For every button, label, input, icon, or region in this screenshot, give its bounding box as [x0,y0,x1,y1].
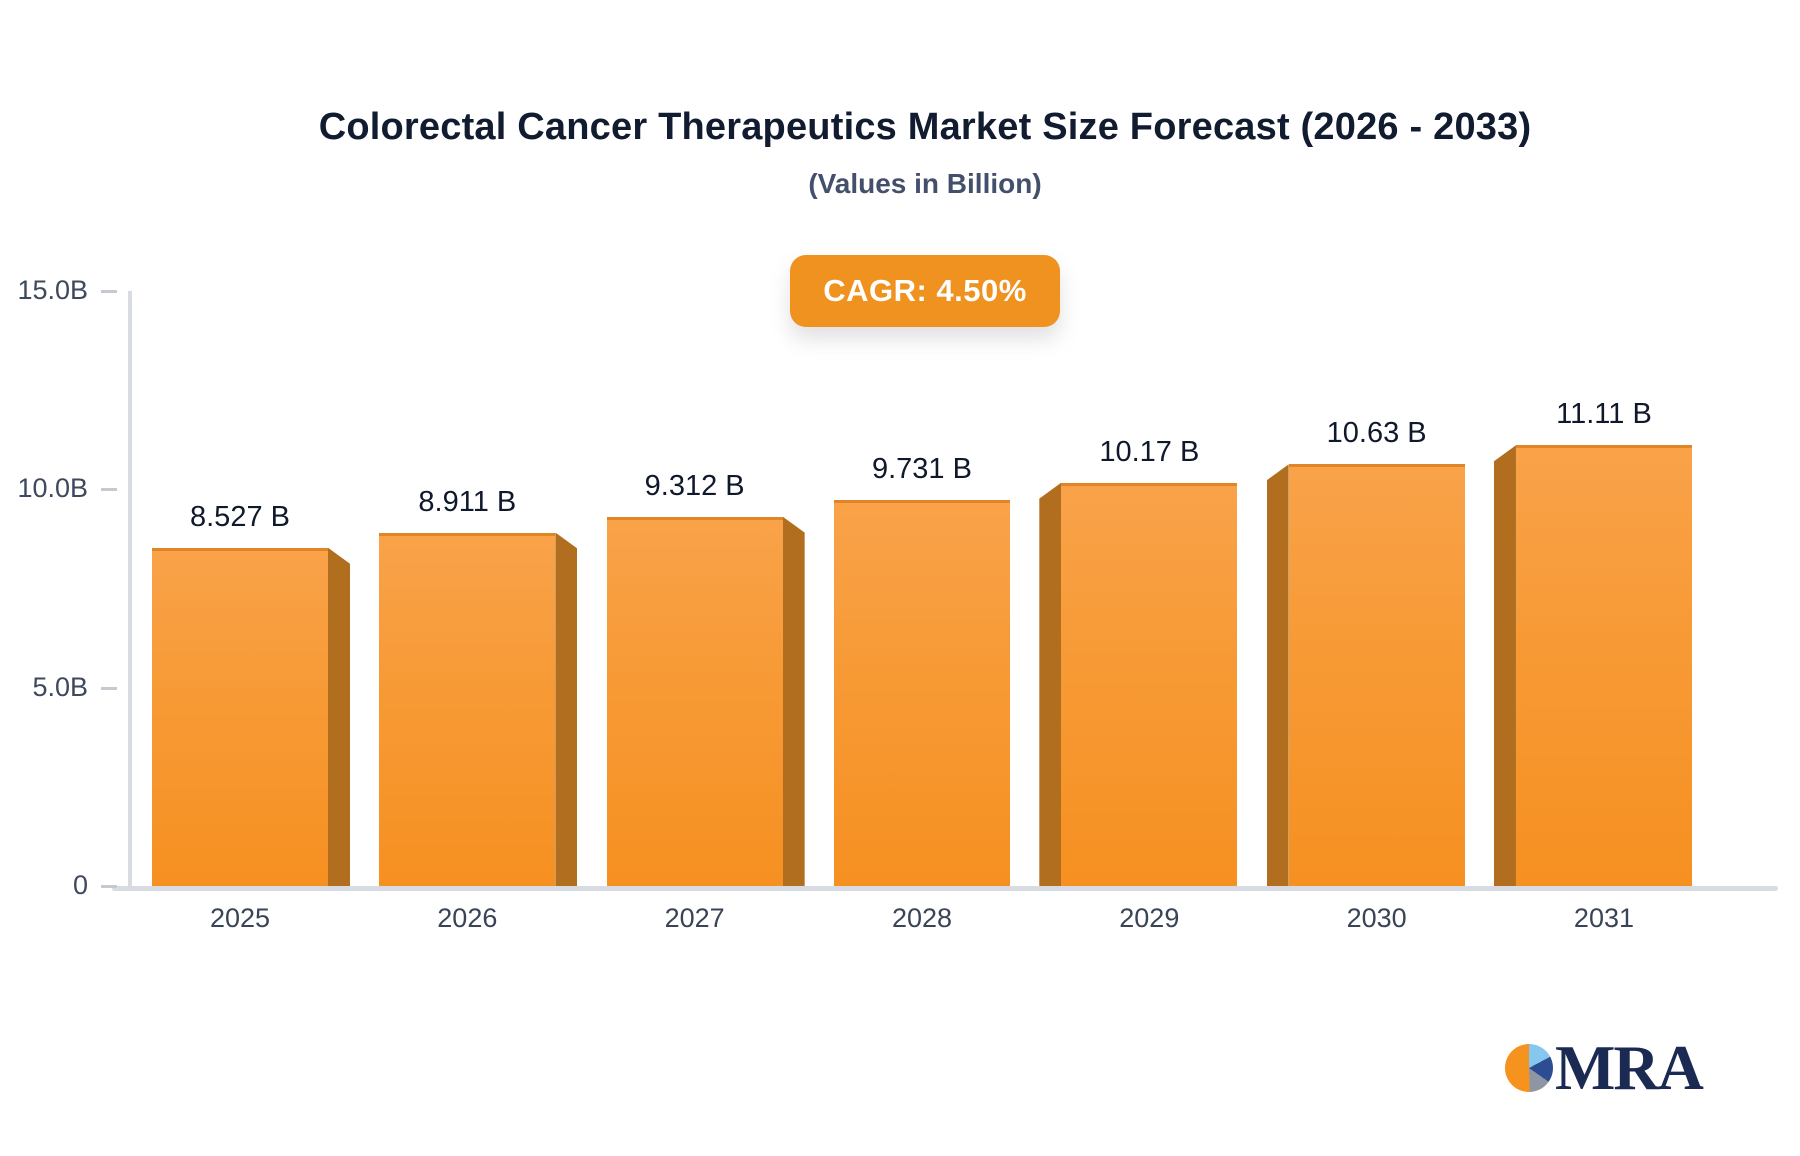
x-axis-label-2030: 2030 [1346,903,1407,933]
bar-value-label-2029: 10.17 B [1099,435,1200,468]
y-tick-dash [101,290,117,293]
y-tick-label: 5.0B [32,671,88,702]
chart-title: Colorectal Cancer Therapeutics Market Si… [318,106,1532,148]
bar-2031[interactable] [1515,445,1692,886]
y-tick-label: 10.0B [17,473,88,504]
bar-2025[interactable] [152,547,328,886]
bar-2030[interactable] [1288,464,1465,886]
cagr-badge: CAGR: 4.50% [790,255,1060,327]
mra-logo: MRA [1505,1032,1704,1103]
x-axis-label-2031: 2031 [1573,903,1634,933]
bar-value-label-2031: 11.11 B [1556,398,1652,431]
bar-2026[interactable] [379,532,556,886]
y-tick-label: 0 [72,870,88,900]
bar-value-label-2030: 10.63 B [1326,417,1427,450]
x-axis-label-2028: 2028 [891,903,953,933]
y-tick-label: 15.0B [17,275,88,305]
bar-value-label-2025: 8.527 B [190,500,290,533]
x-axis-line [112,886,1778,891]
bar-side-2031 [1493,445,1516,886]
bar-value-label-2027: 9.312 B [644,469,745,502]
x-axis-label-2025: 2025 [209,903,271,933]
x-axis-label-2027: 2027 [664,903,725,933]
x-axis-label-2026: 2026 [437,903,498,933]
bar-value-label-2028: 9.731 B [871,453,972,485]
y-tick-dash [101,488,117,492]
chart-subtitle: (Values in Billion) [808,168,1042,199]
bar-2028[interactable] [833,500,1010,886]
bar-side-2025 [328,547,350,886]
logo-text: MRA [1555,1032,1704,1103]
bar-side-2030 [1266,464,1289,886]
bar-2027[interactable] [606,516,783,886]
y-tick-dash [101,885,117,888]
bar-side-2029 [1039,482,1062,886]
x-axis-label-2029: 2029 [1119,903,1180,933]
bar-side-2026 [555,532,578,886]
y-axis-line [128,291,132,886]
bar-side-2027 [782,516,805,886]
bar-2029[interactable] [1061,482,1238,886]
y-tick-dash [101,686,117,690]
pie-chart-icon [1505,1044,1553,1092]
bar-value-label-2026: 8.911 B [418,485,517,518]
